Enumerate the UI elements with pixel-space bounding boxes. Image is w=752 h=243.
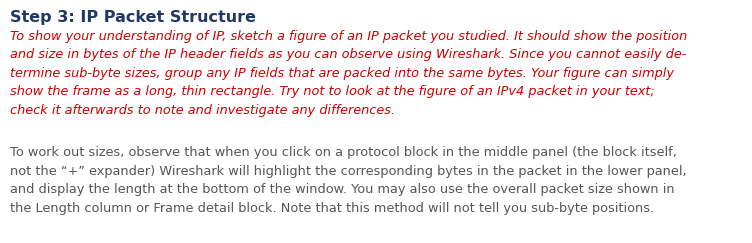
Text: not the “+” expander) Wireshark will highlight the corresponding bytes in the pa: not the “+” expander) Wireshark will hig…: [10, 165, 687, 177]
Text: show the frame as a long, thin rectangle. Try not to look at the figure of an IP: show the frame as a long, thin rectangle…: [10, 86, 655, 98]
Text: check it afterwards to note and investigate any differences.: check it afterwards to note and investig…: [10, 104, 395, 117]
Text: and display the length at the bottom of the window. You may also use the overall: and display the length at the bottom of …: [10, 183, 675, 196]
Text: To show your understanding of IP, sketch a figure of an IP packet you studied. I: To show your understanding of IP, sketch…: [10, 30, 687, 43]
Text: termine sub-byte sizes, group any IP fields that are packed into the same bytes.: termine sub-byte sizes, group any IP fie…: [10, 67, 674, 80]
Text: Step 3: IP Packet Structure: Step 3: IP Packet Structure: [10, 10, 256, 25]
Text: the Length column or Frame detail block. Note that this method will not tell you: the Length column or Frame detail block.…: [10, 201, 654, 215]
Text: To work out sizes, observe that when you click on a protocol block in the middle: To work out sizes, observe that when you…: [10, 146, 677, 159]
Text: and size in bytes of the IP header fields as you can observe using Wireshark. Si: and size in bytes of the IP header field…: [10, 49, 687, 61]
